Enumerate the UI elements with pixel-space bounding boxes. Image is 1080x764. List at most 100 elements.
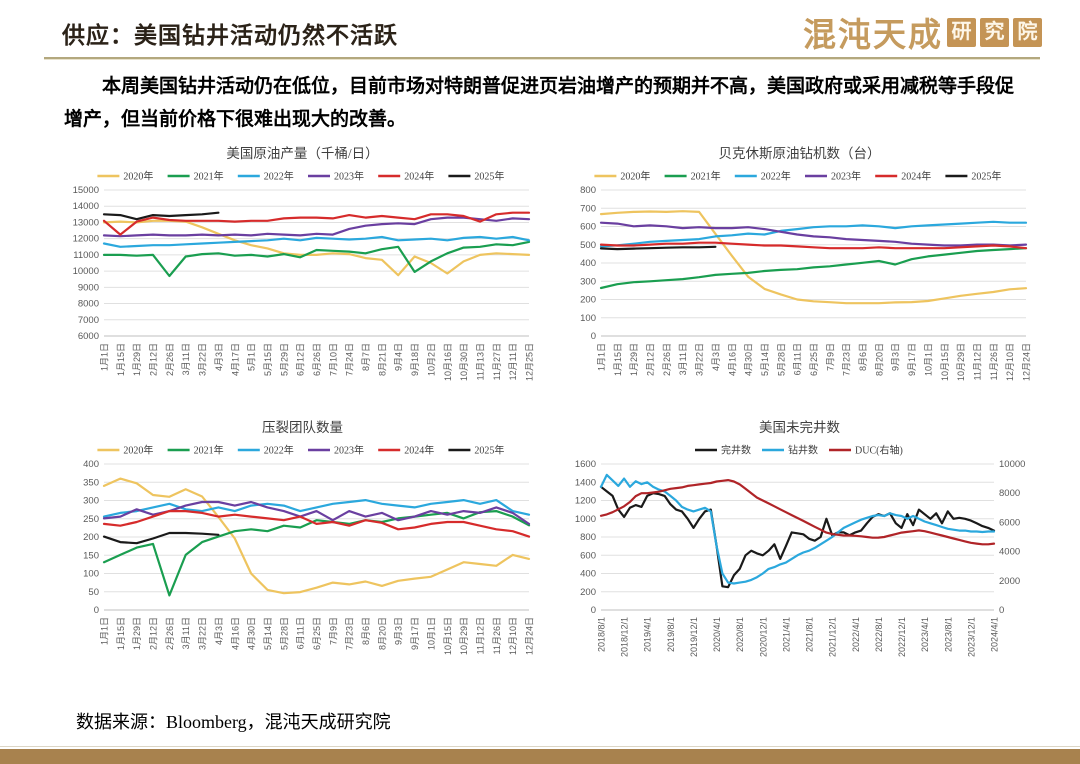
svg-text:9月18日: 9月18日: [410, 343, 420, 376]
svg-text:11月26日: 11月26日: [989, 343, 999, 380]
series-2024年: [102, 211, 531, 236]
chart-legend: 2020年 2021年 2022年 2023年 2024年 2025年: [97, 444, 504, 457]
svg-text:2月12日: 2月12日: [149, 617, 159, 650]
svg-text:4月30日: 4月30日: [247, 617, 257, 650]
series-DUC(右轴): [599, 479, 996, 546]
brand-seal-1: 研: [947, 17, 976, 47]
svg-text:10月30日: 10月30日: [459, 343, 469, 381]
brand-logo-text: 混沌天成: [803, 18, 943, 54]
svg-text:2020年: 2020年: [620, 170, 650, 183]
series-group: [102, 240, 531, 278]
chart-title: 压裂团队数量: [262, 420, 343, 435]
svg-text:2月26日: 2月26日: [662, 343, 672, 376]
svg-text:100: 100: [580, 313, 596, 324]
series-2020年: [102, 477, 531, 595]
svg-text:2023年: 2023年: [334, 170, 364, 183]
svg-text:300: 300: [83, 496, 99, 507]
series-group: [599, 221, 1028, 247]
svg-text:2020/8/1: 2020/8/1: [735, 617, 745, 652]
svg-text:1月1日: 1月1日: [100, 617, 110, 645]
chart-baker-hughes-rigs: 贝克休斯原油钻机数（台） 2020年 2021年 2022年 2023年 2024年 202…: [559, 142, 1040, 410]
svg-text:3月11日: 3月11日: [678, 343, 688, 375]
svg-text:15000: 15000: [73, 185, 99, 196]
svg-text:1月1日: 1月1日: [100, 343, 110, 371]
svg-text:3月22日: 3月22日: [198, 617, 208, 650]
header-divider: [44, 57, 1040, 60]
svg-text:8月20日: 8月20日: [377, 617, 387, 650]
chart-frac-crews-svg: 压裂团队数量 2020年 2021年 2022年 2023年 2024年 2025年 0 50 1…: [83, 420, 534, 655]
svg-text:8000: 8000: [78, 299, 99, 310]
svg-text:2022年: 2022年: [264, 170, 294, 183]
svg-text:0: 0: [94, 605, 99, 616]
svg-text:1月15日: 1月15日: [613, 343, 623, 376]
svg-text:800: 800: [580, 185, 596, 196]
svg-text:10月15日: 10月15日: [940, 343, 950, 381]
series-2022年: [102, 499, 531, 518]
svg-text:5月1日: 5月1日: [247, 343, 257, 371]
y2-axis: 0 2000 4000 6000 8000 10000: [999, 459, 1025, 616]
series-group: [102, 477, 531, 595]
intro-paragraph: 本周美国钻井活动仍在低位，目前市场对特朗普促进页岩油增产的预期并不高，美国政府或…: [64, 76, 1015, 131]
svg-text:0: 0: [591, 331, 596, 342]
svg-text:11月12日: 11月12日: [972, 343, 982, 380]
svg-text:6月11日: 6月11日: [793, 343, 803, 375]
svg-text:150: 150: [83, 550, 99, 561]
svg-text:3月11日: 3月11日: [181, 617, 191, 649]
series-2025年: [102, 211, 220, 221]
svg-text:2022年: 2022年: [264, 444, 294, 457]
svg-text:400: 400: [83, 459, 99, 470]
svg-text:9月3日: 9月3日: [394, 617, 404, 645]
svg-text:11月12日: 11月12日: [475, 617, 485, 654]
svg-text:400: 400: [580, 569, 596, 580]
series-group: [102, 510, 531, 538]
svg-text:3月11日: 3月11日: [181, 343, 191, 375]
svg-text:4000: 4000: [999, 547, 1020, 558]
series-2021年: [599, 247, 1028, 290]
svg-text:1600: 1600: [575, 459, 596, 470]
svg-text:2024/4/1: 2024/4/1: [990, 617, 1000, 652]
svg-text:2020年: 2020年: [123, 444, 153, 457]
svg-text:2025年: 2025年: [474, 170, 504, 183]
svg-text:7月10日: 7月10日: [328, 343, 338, 376]
charts-grid: 美国原油产量（千桶/日） 2020年 2021年 2022年 2023年 2024年 202…: [62, 142, 1032, 690]
svg-text:7月9日: 7月9日: [825, 343, 835, 371]
x-axis: 1月1日 1月15日 1月29日 2月12日 2月26日 3月11日 3月22日 4月3日 4月…: [597, 343, 1032, 381]
svg-text:2月26日: 2月26日: [165, 343, 175, 376]
svg-text:250: 250: [83, 514, 99, 525]
svg-text:7月23日: 7月23日: [842, 343, 852, 376]
svg-text:4月17日: 4月17日: [230, 343, 240, 376]
series-2024年: [102, 510, 531, 538]
y-axis: 0 100 200 300 400 500 600 700 800: [580, 185, 1026, 342]
svg-text:3月22日: 3月22日: [198, 343, 208, 376]
chart-title: 美国未完井数: [759, 420, 840, 435]
svg-text:9月17日: 9月17日: [907, 343, 917, 376]
svg-text:0: 0: [999, 605, 1004, 616]
chart-frac-crews: 压裂团队数量 2020年 2021年 2022年 2023年 2024年 2025年 0 50 1…: [62, 416, 543, 690]
svg-text:8月6日: 8月6日: [858, 343, 868, 371]
svg-text:350: 350: [83, 477, 99, 488]
svg-text:1000: 1000: [575, 514, 596, 525]
svg-text:800: 800: [580, 532, 596, 543]
svg-text:4月3日: 4月3日: [214, 617, 224, 645]
svg-text:2023/8/1: 2023/8/1: [943, 617, 953, 652]
svg-text:10月1日: 10月1日: [923, 343, 933, 376]
svg-text:4月16日: 4月16日: [727, 343, 737, 376]
svg-text:12月10日: 12月10日: [1005, 343, 1015, 381]
x-axis: 1月1日 1月15日 1月29日 2月12日 2月26日 3月11日 3月22日 4月3日 4月…: [100, 343, 535, 381]
series-2023年: [102, 500, 531, 525]
series-group: [599, 247, 1028, 290]
slide-header: 供应：美国钻井活动仍然不活跃 混沌天成 研 究 院: [0, 0, 1080, 60]
svg-text:5月28日: 5月28日: [279, 617, 289, 650]
svg-text:11月26日: 11月26日: [492, 617, 502, 654]
svg-text:50: 50: [88, 587, 99, 598]
svg-text:2021/8/1: 2021/8/1: [805, 617, 815, 652]
svg-text:6月25日: 6月25日: [809, 343, 819, 376]
svg-text:2月12日: 2月12日: [149, 343, 159, 376]
svg-text:1月1日: 1月1日: [597, 343, 607, 371]
svg-text:4月16日: 4月16日: [230, 617, 240, 650]
series-2023年: [102, 216, 531, 238]
svg-text:2023年: 2023年: [334, 444, 364, 457]
svg-text:300: 300: [580, 276, 596, 287]
series-group: [102, 216, 531, 238]
